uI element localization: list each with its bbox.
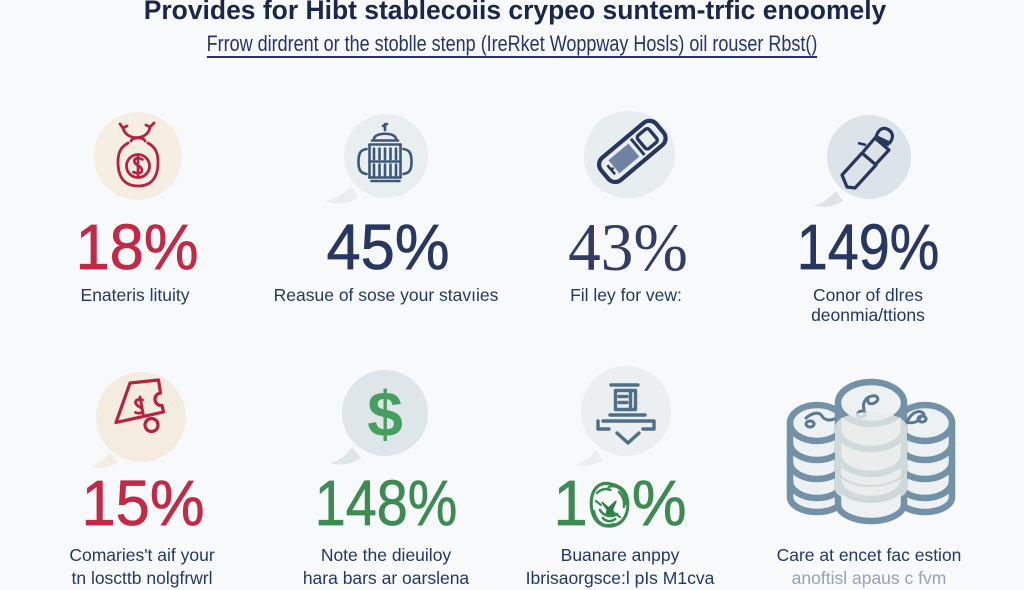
svg-text:$: $: [367, 378, 403, 450]
